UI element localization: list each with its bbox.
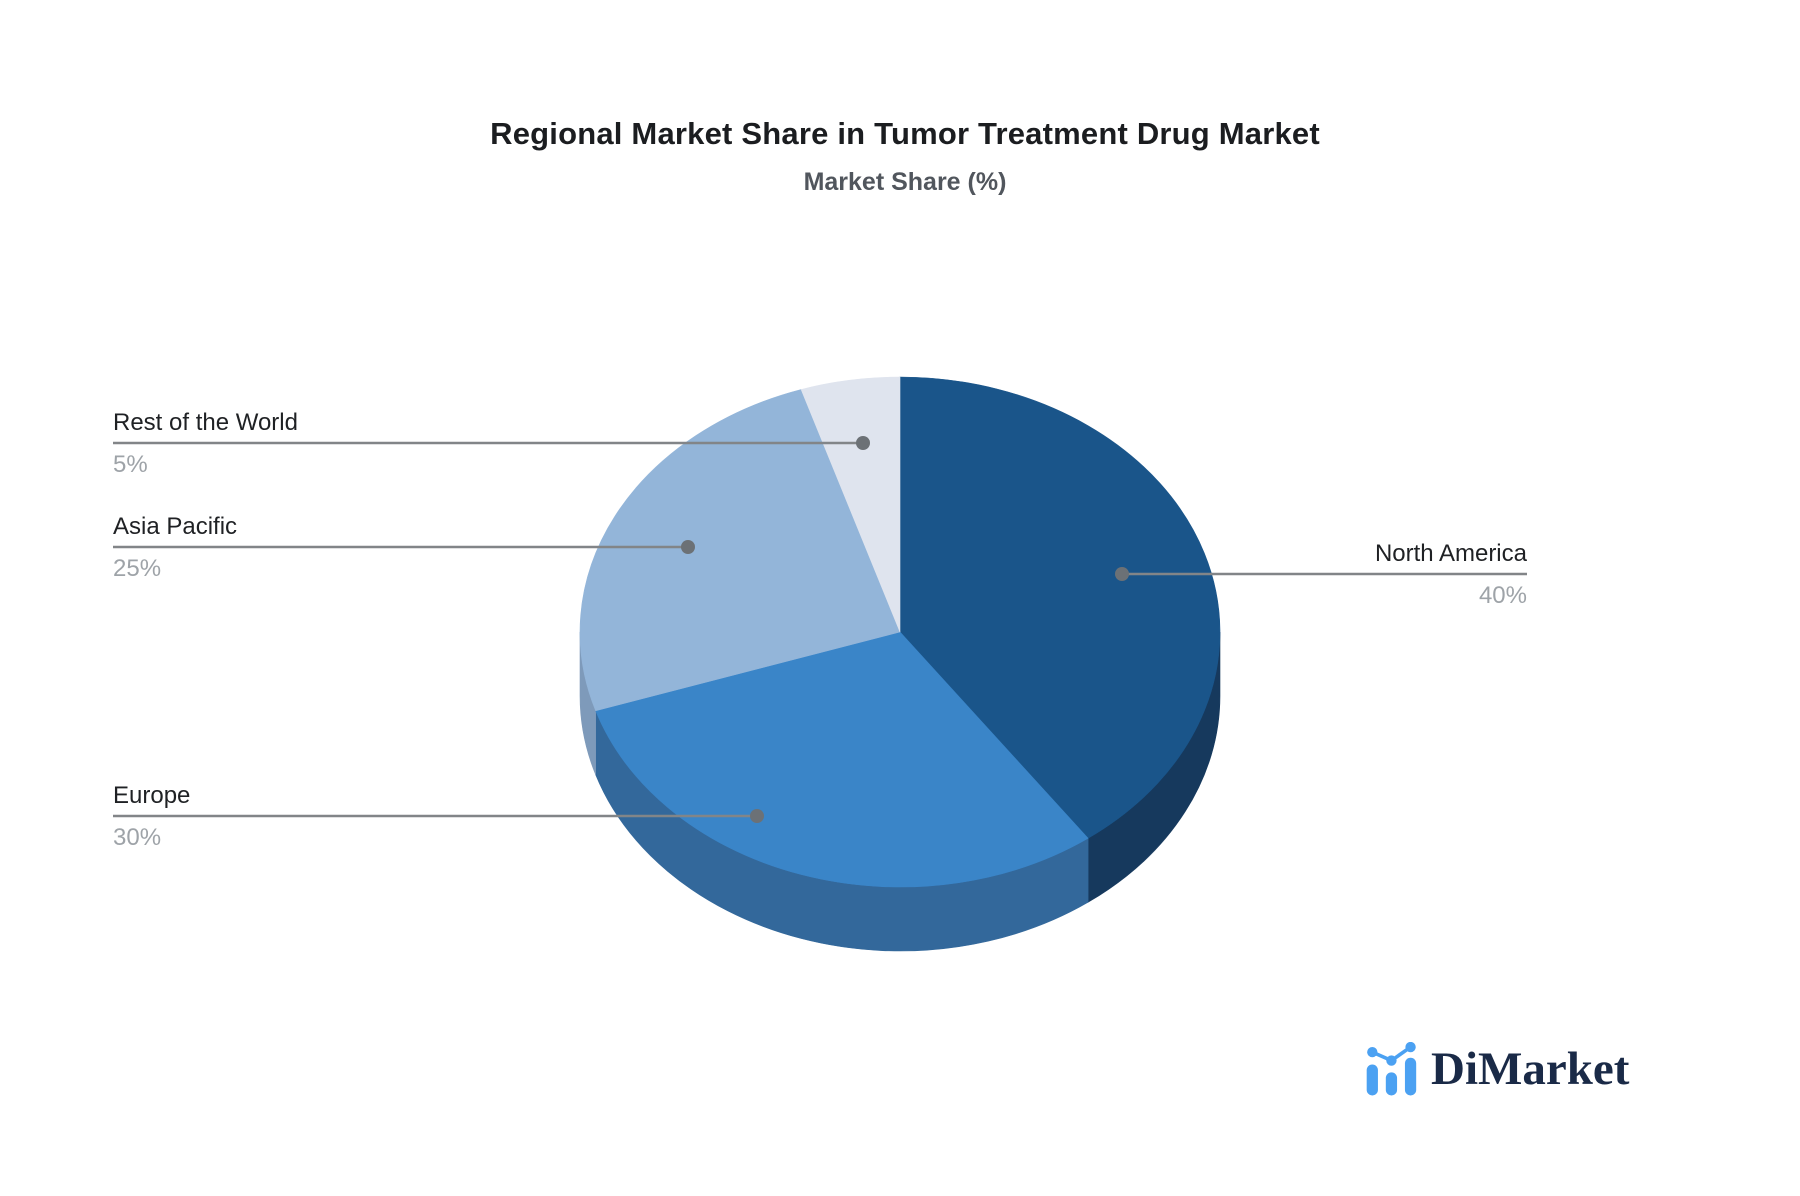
pie-slice-europe[interactable] (595, 631, 1089, 888)
slice-label-north-america: North America (1374, 540, 1527, 567)
page-subtitle: Market Share (%) (803, 168, 1007, 196)
pie-slice-asia-pacific[interactable] (579, 389, 901, 712)
leader-dot-europe (750, 809, 764, 823)
brand-name: DiMarket (1431, 1043, 1630, 1095)
dimarket-logo: DiMarket (1366, 1042, 1629, 1096)
bar-line-chart-icon (1366, 1042, 1417, 1096)
leader-dot-asia-pacific (681, 540, 695, 554)
slice-label-europe: Europe (113, 782, 191, 809)
pie-slice-rest-of-the-world[interactable] (800, 376, 901, 633)
callout-north-america: North America 40% (1375, 540, 1527, 610)
slice-value-asia-pacific: 25% (113, 555, 162, 582)
slice-label-rest-of-the-world: Rest of the World (113, 409, 298, 436)
leader-dot-north-america (1115, 567, 1129, 581)
callout-asia-pacific: Asia Pacific 25% (113, 513, 237, 583)
slice-value-europe: 30% (113, 824, 162, 851)
pie-slice-north-america[interactable] (899, 376, 1221, 839)
page-title: Regional Market Share in Tumor Treatment… (490, 116, 1320, 151)
callout-rest-of-the-world: Rest of the World 5% (113, 409, 298, 479)
slice-label-asia-pacific: Asia Pacific (113, 513, 238, 540)
leader-dot-rest-of-the-world (856, 436, 870, 450)
slice-value-rest-of-the-world: 5% (113, 451, 148, 478)
slice-value-north-america: 40% (1478, 582, 1527, 609)
callout-europe: Europe 30% (113, 782, 190, 852)
